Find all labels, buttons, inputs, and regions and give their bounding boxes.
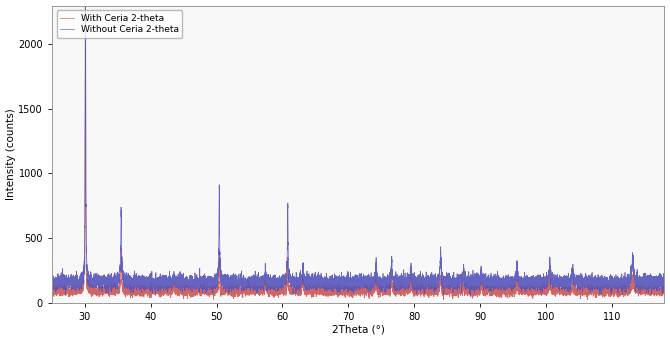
Legend: With Ceria 2-theta, Without Ceria 2-theta: With Ceria 2-theta, Without Ceria 2-thet… xyxy=(56,10,182,38)
Without Ceria 2-theta xyxy=(48,279,56,283)
Without Ceria 2-theta xyxy=(420,284,428,288)
With Ceria 2-theta xyxy=(139,291,147,295)
With Ceria 2-theta xyxy=(206,285,214,289)
With Ceria 2-theta xyxy=(80,268,88,272)
Line: Without Ceria 2-theta: Without Ceria 2-theta xyxy=(52,0,665,296)
Without Ceria 2-theta xyxy=(139,281,147,285)
With Ceria 2-theta xyxy=(48,286,56,290)
With Ceria 2-theta xyxy=(420,290,428,294)
With Ceria 2-theta xyxy=(661,288,669,292)
Without Ceria 2-theta xyxy=(466,294,474,299)
With Ceria 2-theta xyxy=(440,298,448,302)
With Ceria 2-theta xyxy=(362,283,370,287)
With Ceria 2-theta xyxy=(371,290,379,294)
Without Ceria 2-theta xyxy=(362,278,370,283)
Y-axis label: Intensity (counts): Intensity (counts) xyxy=(5,108,15,200)
With Ceria 2-theta xyxy=(81,3,89,7)
Without Ceria 2-theta xyxy=(80,259,88,264)
X-axis label: 2Theta (°): 2Theta (°) xyxy=(332,324,385,335)
Line: With Ceria 2-theta: With Ceria 2-theta xyxy=(52,5,665,300)
Without Ceria 2-theta xyxy=(206,279,214,283)
Without Ceria 2-theta xyxy=(371,276,379,280)
Without Ceria 2-theta xyxy=(661,284,669,288)
